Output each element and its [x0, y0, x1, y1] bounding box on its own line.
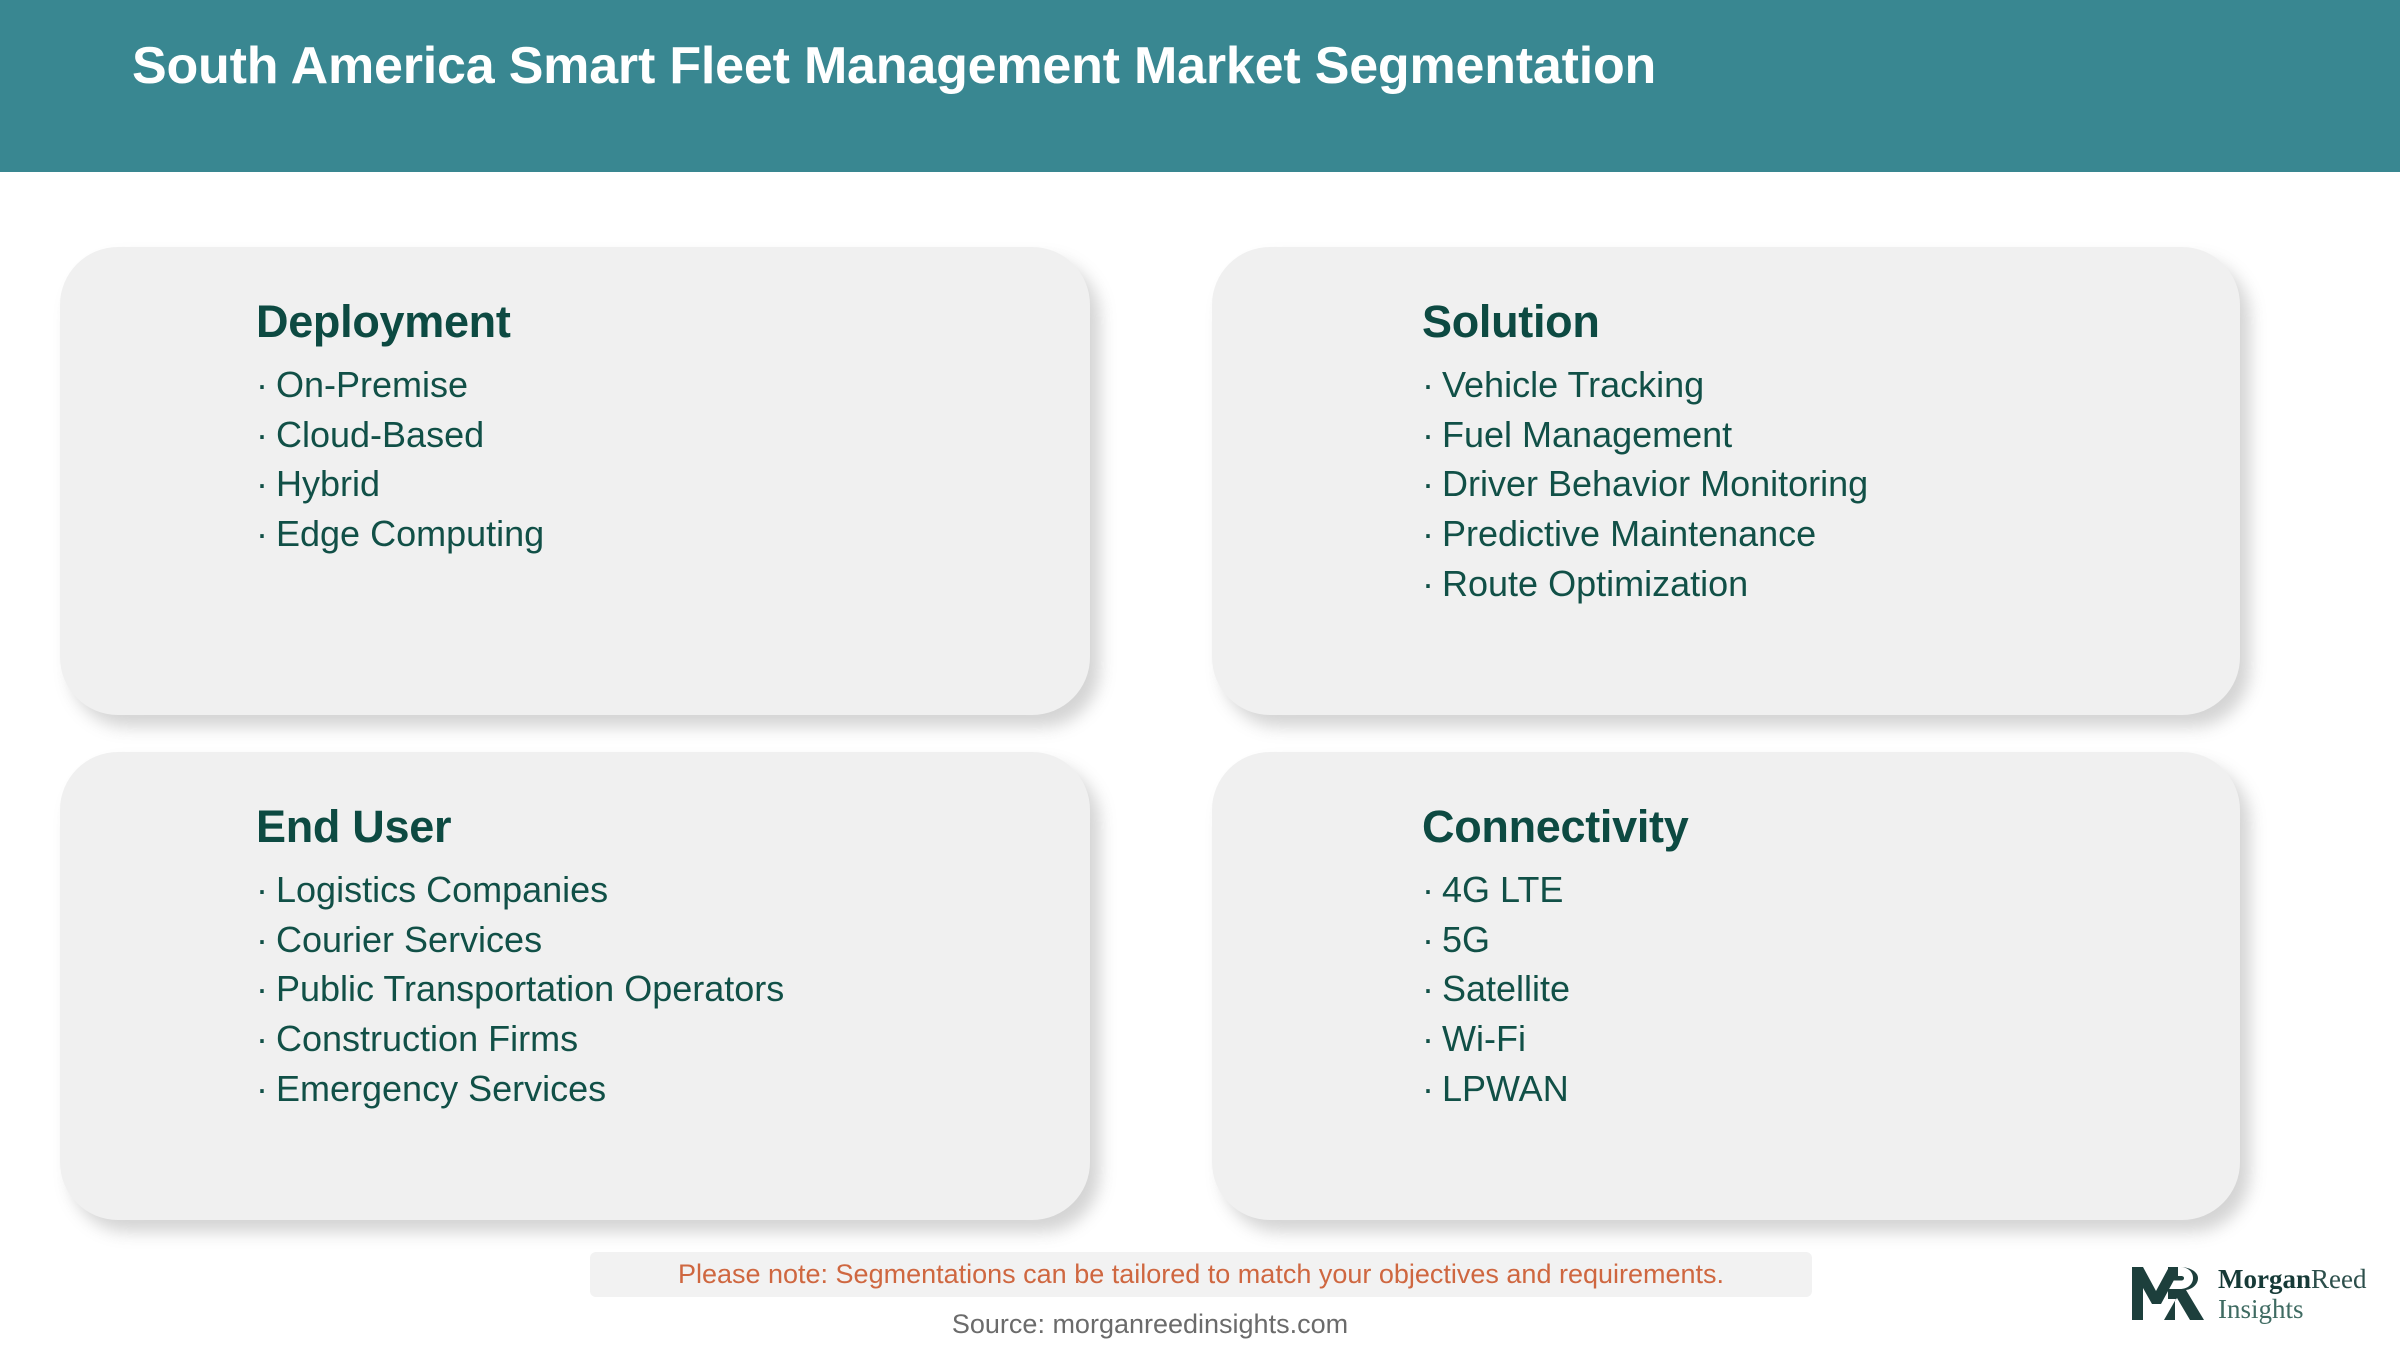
list-item: · Route Optimization: [1422, 559, 2240, 609]
list-item: · Emergency Services: [256, 1064, 1090, 1114]
list-item-label: 5G: [1442, 918, 1491, 960]
bullet-icon: ·: [256, 364, 268, 406]
list-item-label: Fuel Management: [1442, 413, 1733, 455]
bullet-icon: ·: [1422, 562, 1434, 604]
card-item-list: · On-Premise · Cloud-Based · Hybrid · Edge C…: [256, 360, 1090, 559]
bullet-icon: ·: [1422, 1018, 1434, 1060]
bullet-icon: ·: [1422, 1067, 1434, 1109]
card-content: Connectivity · 4G LTE · 5G · Satellite · Wi-…: [1212, 752, 2240, 1220]
bullet-icon: ·: [256, 413, 268, 455]
list-item: · LPWAN: [1422, 1064, 2240, 1114]
bullet-icon: ·: [256, 1067, 268, 1109]
logo-name-secondary: Reed: [2310, 1264, 2367, 1294]
list-item: · Edge Computing: [256, 509, 1090, 559]
list-item: · Courier Services: [256, 915, 1090, 965]
list-item-label: On-Premise: [276, 364, 469, 406]
list-item: · Predictive Maintenance: [1422, 509, 2240, 559]
list-item: · Fuel Management: [1422, 410, 2240, 460]
bullet-icon: ·: [256, 968, 268, 1010]
page-header: South America Smart Fleet Management Mar…: [0, 0, 2400, 172]
bullet-icon: ·: [1422, 364, 1434, 406]
list-item: · Hybrid: [256, 459, 1090, 509]
logo-tagline: Insights: [2218, 1294, 2304, 1324]
logo-name: MorganReed: [2218, 1264, 2378, 1294]
segmentation-card-grid: Deployment · On-Premise · Cloud-Based · Hyb…: [0, 172, 2400, 1232]
list-item: · Construction Firms: [256, 1014, 1090, 1064]
card-item-list: · Logistics Companies · Courier Services ·…: [256, 865, 1090, 1113]
card-content: Deployment · On-Premise · Cloud-Based · Hyb…: [60, 247, 1090, 715]
list-item-label: Courier Services: [276, 918, 543, 960]
bullet-icon: ·: [1422, 869, 1434, 911]
bullet-icon: ·: [256, 918, 268, 960]
list-item-label: 4G LTE: [1442, 869, 1564, 911]
source-text: Source: morganreedinsights.com: [951, 1309, 1349, 1339]
list-item-label: Driver Behavior Monitoring: [1442, 463, 1869, 505]
note-banner: Please note: Segmentations can be tailor…: [590, 1252, 1812, 1297]
brand-logo[interactable]: MorganReed Insights: [2130, 1262, 2380, 1332]
list-item: · Cloud-Based: [256, 410, 1090, 460]
list-item-label: Satellite: [1442, 968, 1571, 1010]
segmentation-card-connectivity[interactable]: Connectivity · 4G LTE · 5G · Satellite · Wi-…: [1212, 752, 2240, 1220]
list-item: · Wi-Fi: [1422, 1014, 2240, 1064]
card-content: End User · Logistics Companies · Courier S…: [60, 752, 1090, 1220]
segmentation-card-end-user[interactable]: End User · Logistics Companies · Courier S…: [60, 752, 1090, 1220]
card-item-list: · Vehicle Tracking · Fuel Management · Driv…: [1422, 360, 2240, 608]
list-item-label: Predictive Maintenance: [1442, 513, 1817, 555]
list-item-label: Route Optimization: [1442, 562, 1749, 604]
card-heading: Solution: [1422, 296, 1600, 347]
bullet-icon: ·: [1422, 918, 1434, 960]
list-item-label: Wi-Fi: [1442, 1018, 1526, 1060]
card-heading: Connectivity: [1422, 801, 1689, 852]
list-item: · 4G LTE: [1422, 865, 2240, 915]
segmentation-card-deployment[interactable]: Deployment · On-Premise · Cloud-Based · Hyb…: [60, 247, 1090, 715]
list-item: · 5G: [1422, 915, 2240, 965]
card-item-list: · 4G LTE · 5G · Satellite · Wi-Fi · LPWAN: [1422, 865, 2240, 1113]
list-item-label: Construction Firms: [276, 1018, 579, 1060]
bullet-icon: ·: [256, 1018, 268, 1060]
logo-wordmark: MorganReed Insights: [2218, 1264, 2378, 1324]
logo-name-primary: Morgan: [2218, 1264, 2311, 1294]
bullet-icon: ·: [1422, 968, 1434, 1010]
bullet-icon: ·: [1422, 413, 1434, 455]
bullet-icon: ·: [1422, 513, 1434, 555]
bullet-icon: ·: [256, 463, 268, 505]
list-item-label: Cloud-Based: [276, 413, 485, 455]
list-item: · Driver Behavior Monitoring: [1422, 459, 2240, 509]
page-title: South America Smart Fleet Management Mar…: [132, 37, 1657, 95]
page-footer: Please note: Segmentations can be tailor…: [0, 1232, 2400, 1350]
mr-monogram-icon: [2132, 1267, 2204, 1320]
list-item-label: Vehicle Tracking: [1442, 364, 1705, 406]
list-item-label: Public Transportation Operators: [276, 968, 785, 1010]
list-item-label: LPWAN: [1442, 1067, 1569, 1109]
card-heading: Deployment: [256, 296, 511, 347]
note-text: Please note: Segmentations can be tailor…: [677, 1259, 1725, 1289]
list-item-label: Logistics Companies: [276, 869, 609, 911]
list-item: · On-Premise: [256, 360, 1090, 410]
list-item: · Public Transportation Operators: [256, 964, 1090, 1014]
list-item-label: Emergency Services: [276, 1067, 607, 1109]
card-heading: End User: [256, 801, 452, 852]
list-item: · Satellite: [1422, 964, 2240, 1014]
bullet-icon: ·: [256, 513, 268, 555]
list-item: · Vehicle Tracking: [1422, 360, 2240, 410]
list-item: · Logistics Companies: [256, 865, 1090, 915]
bullet-icon: ·: [1422, 463, 1434, 505]
bullet-icon: ·: [256, 869, 268, 911]
list-item-label: Hybrid: [276, 463, 381, 505]
list-item-label: Edge Computing: [276, 513, 545, 555]
segmentation-card-solution[interactable]: Solution · Vehicle Tracking · Fuel Managem…: [1212, 247, 2240, 715]
card-content: Solution · Vehicle Tracking · Fuel Managem…: [1212, 247, 2240, 715]
